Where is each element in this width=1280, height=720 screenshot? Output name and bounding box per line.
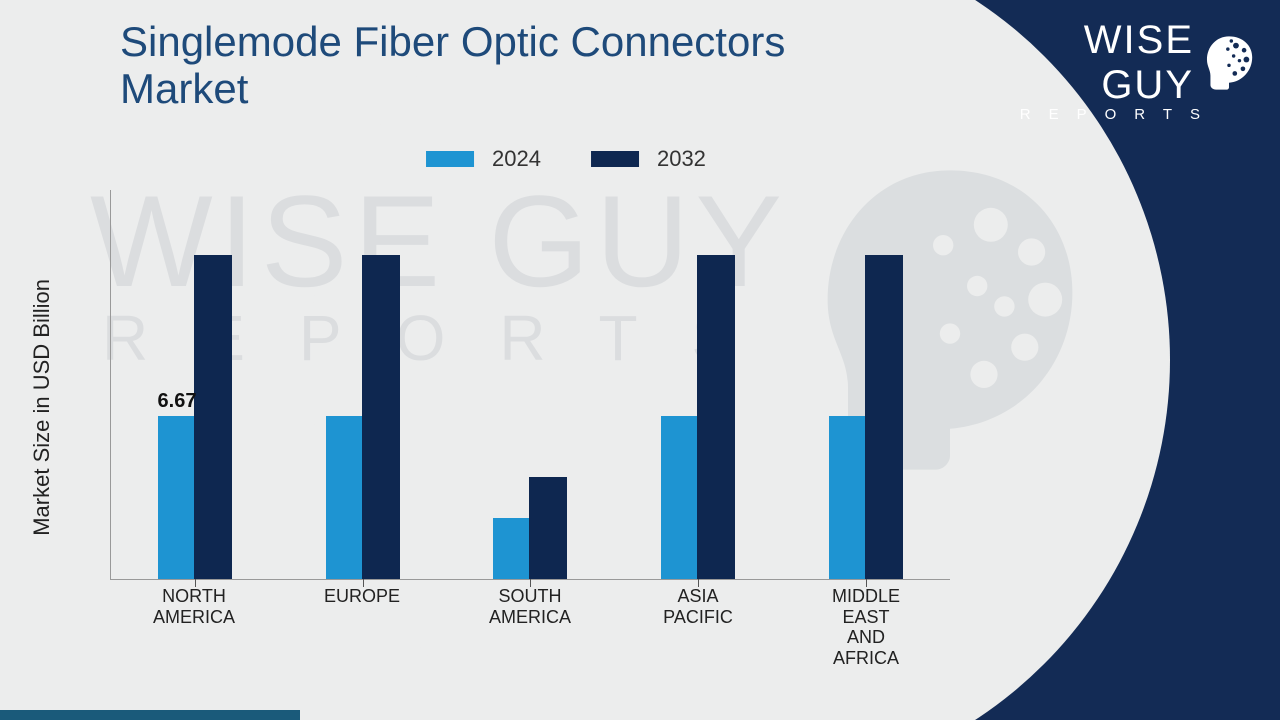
bar-value-label: 6.67: [158, 390, 197, 417]
category-label: SOUTHAMERICA: [446, 586, 614, 669]
category-label: ASIAPACIFIC: [614, 586, 782, 669]
brand-sub: REPORTS: [998, 106, 1258, 123]
bar-groups: [111, 190, 950, 579]
category-label: MIDDLEEASTANDAFRICA: [782, 586, 950, 669]
brand-head-icon: [1200, 34, 1258, 92]
infographic-stage: WISE GUY REPORTS Singlemode Fiber Optic …: [0, 0, 1280, 720]
legend-label-2024: 2024: [492, 146, 541, 172]
bar-2032: [697, 255, 735, 579]
legend-swatch-2024: [426, 151, 474, 167]
bar-group: [111, 190, 279, 579]
y-axis-label: Market Size in USD Billion: [29, 279, 55, 536]
legend-item-2024: 2024: [426, 146, 541, 172]
category-label: EUROPE: [278, 586, 446, 669]
legend-swatch-2032: [591, 151, 639, 167]
bar-2024: [493, 518, 531, 579]
chart-container: Market Size in USD Billion 2024 2032 6.6…: [60, 150, 960, 670]
legend-label-2032: 2032: [657, 146, 706, 172]
bar-group: [782, 190, 950, 579]
brand-name: WISE GUY: [998, 18, 1194, 108]
category-labels-row: NORTHAMERICAEUROPESOUTHAMERICAASIAPACIFI…: [110, 586, 950, 669]
chart-legend: 2024 2032: [426, 146, 706, 172]
bar-2024: [829, 416, 867, 579]
bar-2024: [661, 416, 699, 579]
bar-group: [279, 190, 447, 579]
category-label: NORTHAMERICA: [110, 586, 278, 669]
bar-2032: [194, 255, 232, 579]
plot-area: 6.67: [110, 190, 950, 580]
page-title: Singlemode Fiber Optic Connectors Market: [120, 18, 840, 112]
bar-2024: [326, 416, 364, 579]
bar-group: [447, 190, 615, 579]
bottom-accent-bar: [0, 710, 300, 720]
legend-item-2032: 2032: [591, 146, 706, 172]
bar-2032: [362, 255, 400, 579]
bar-group: [614, 190, 782, 579]
bar-2032: [865, 255, 903, 579]
bar-2032: [529, 477, 567, 579]
bar-2024: [158, 416, 196, 579]
brand-logo-main-row: WISE GUY: [998, 18, 1258, 108]
brand-logo: WISE GUY REPORTS: [998, 18, 1258, 123]
